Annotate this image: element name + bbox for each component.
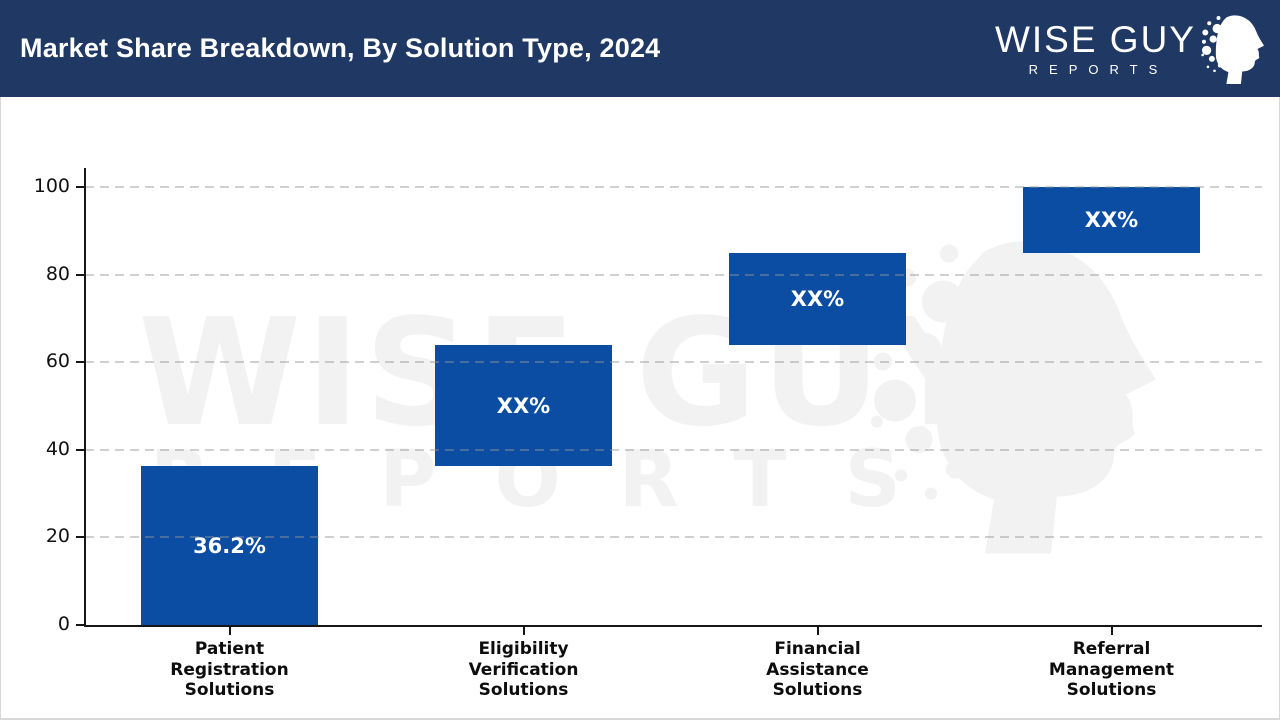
wiseguy-head-logo-icon [1200,11,1266,87]
wiseguy-logo: WISE GUY REPORTS [995,11,1280,87]
x-axis [84,625,1262,627]
bar-segment [729,252,906,345]
x-category-line: Eligibility [478,639,569,659]
y-tick-mark-100 [76,186,84,188]
logo-subtext: REPORTS [1028,61,1169,77]
bar-value-label: 36.2% [193,533,266,558]
bar-segment [141,466,318,625]
gridline-20 [85,536,1262,539]
x-category-label: Patient Registration Solutions [100,639,360,701]
bar-segment [1023,187,1200,253]
x-category-line: Verification [468,659,579,680]
x-category-line: Management [1048,659,1175,680]
x-category-label: Financial Assistance Solutions [688,639,948,701]
bar-value-label: XX% [496,393,551,418]
y-axis [84,168,86,627]
header-bar: Market Share Breakdown, By Solution Type… [0,0,1280,97]
bar-segment [435,344,612,467]
x-tick-mark [228,627,231,635]
y-tick-label-0: 0 [57,613,70,635]
y-tick-mark-20 [76,536,84,539]
gridline-100 [85,186,1262,188]
wiseguy-logo-text: WISE GUY REPORTS [994,18,1196,77]
x-category-label: Referral Management Solutions [982,639,1242,701]
gridline-40 [85,448,1262,451]
x-category-line: Referral [1072,639,1151,659]
x-category-line: Patient [194,639,265,659]
y-tick-mark-80 [76,273,84,276]
gridline-60 [85,361,1262,364]
logo-wordmark: WISE GUY [994,18,1196,60]
x-category-line: Solutions [184,680,275,700]
x-tick-mark [816,627,819,635]
x-category-line: Solutions [772,680,863,700]
y-tick-label-100: 100 [33,175,70,197]
x-tick-mark [1110,627,1113,635]
x-category-line: Solutions [1066,680,1157,700]
y-tick-label-20: 20 [45,525,70,548]
x-category-line: Solutions [478,680,569,700]
chart-area: WISE GUY REPORTS 0 20 40 60 80 100 36.2% Patien… [0,97,1280,720]
y-tick-label-80: 80 [45,262,70,285]
gridline-80 [85,273,1262,276]
page-title: Market Share Breakdown, By Solution Type… [20,33,661,63]
figure-left-border [0,97,1,720]
x-category-label: Eligibility Verification Solutions [394,639,654,701]
x-category-line: Assistance [766,659,869,680]
y-tick-mark-60 [76,361,84,364]
y-tick-label-40: 40 [45,437,70,460]
bar-value-label: XX% [790,286,845,311]
x-tick-mark [522,627,525,635]
figure-bottom-border [0,718,1280,720]
x-category-line: Registration [170,659,289,680]
x-category-line: Financial [774,639,861,659]
y-tick-mark-0 [76,624,84,626]
y-tick-label-60: 60 [45,350,70,373]
wiseguy-head-watermark-icon [865,227,1165,562]
bar-value-label: XX% [1084,207,1139,232]
y-tick-mark-40 [76,448,84,451]
